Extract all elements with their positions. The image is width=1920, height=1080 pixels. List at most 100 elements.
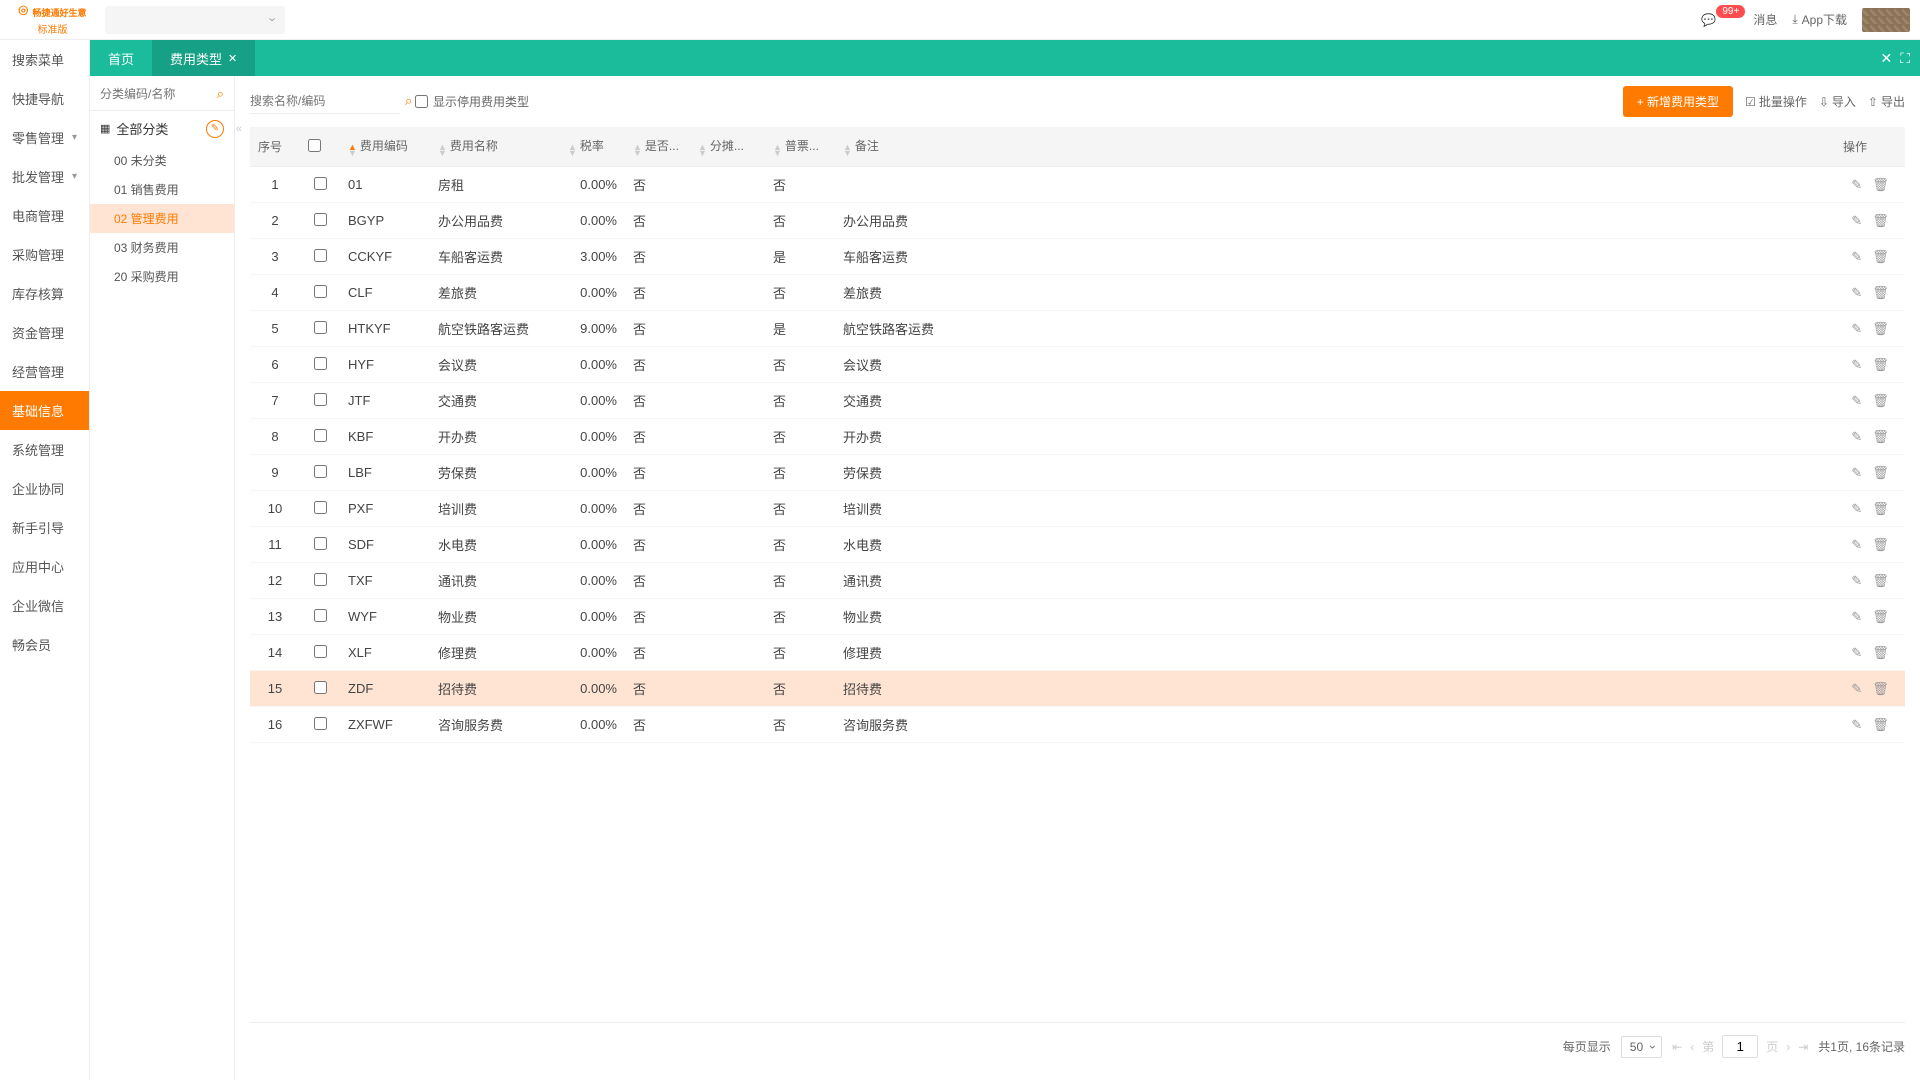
row-checkbox[interactable] bbox=[314, 645, 327, 658]
category-item[interactable]: 03 财务费用 bbox=[90, 233, 234, 262]
edit-icon[interactable]: ✎ bbox=[1851, 213, 1862, 229]
row-checkbox[interactable] bbox=[314, 357, 327, 370]
edit-icon[interactable]: ✎ bbox=[1851, 321, 1862, 337]
row-checkbox[interactable] bbox=[314, 537, 327, 550]
page-input[interactable] bbox=[1722, 1035, 1758, 1058]
fullscreen-icon[interactable]: ⛶ bbox=[1900, 50, 1910, 67]
row-checkbox[interactable] bbox=[314, 213, 327, 226]
table-row[interactable]: 14 XLF 修理费 0.00% 否 否 修理费 ✎🗑 bbox=[250, 635, 1905, 671]
edit-icon[interactable]: ✎ bbox=[1851, 573, 1862, 589]
row-checkbox[interactable] bbox=[314, 393, 327, 406]
row-checkbox[interactable] bbox=[314, 177, 327, 190]
sidebar-item[interactable]: 搜索菜单 bbox=[0, 40, 89, 79]
select-all-checkbox[interactable] bbox=[308, 139, 321, 152]
delete-icon[interactable]: 🗑 bbox=[1872, 537, 1889, 553]
delete-icon[interactable]: 🗑 bbox=[1872, 177, 1889, 193]
tab[interactable]: 首页 bbox=[90, 40, 152, 76]
row-checkbox[interactable] bbox=[314, 573, 327, 586]
delete-icon[interactable]: 🗑 bbox=[1872, 501, 1889, 517]
edit-category-icon[interactable]: ✎ bbox=[206, 120, 224, 138]
table-row[interactable]: 4 CLF 差旅费 0.00% 否 否 差旅费 ✎🗑 bbox=[250, 275, 1905, 311]
batch-button[interactable]: ☑批量操作 bbox=[1745, 93, 1807, 110]
table-row[interactable]: 8 KBF 开办费 0.00% 否 否 开办费 ✎🗑 bbox=[250, 419, 1905, 455]
sidebar-item[interactable]: 系统管理 bbox=[0, 430, 89, 469]
table-row[interactable]: 13 WYF 物业费 0.00% 否 否 物业费 ✎🗑 bbox=[250, 599, 1905, 635]
table-row[interactable]: 3 CCKYF 车船客运费 3.00% 否 是 车船客运费 ✎🗑 bbox=[250, 239, 1905, 275]
delete-icon[interactable]: 🗑 bbox=[1872, 213, 1889, 229]
search-icon[interactable]: ⌕ bbox=[405, 93, 412, 109]
col-check[interactable] bbox=[300, 127, 340, 167]
col-remark[interactable]: ▲▼备注 bbox=[835, 127, 1835, 167]
sidebar-item[interactable]: 企业微信 bbox=[0, 586, 89, 625]
edit-icon[interactable]: ✎ bbox=[1851, 429, 1862, 445]
edit-icon[interactable]: ✎ bbox=[1851, 177, 1862, 193]
page-size-select[interactable]: 50 bbox=[1621, 1036, 1662, 1058]
delete-icon[interactable]: 🗑 bbox=[1872, 681, 1889, 697]
category-search-input[interactable] bbox=[100, 87, 217, 101]
col-deduct[interactable]: ▲▼是否... bbox=[625, 127, 690, 167]
table-row[interactable]: 7 JTF 交通费 0.00% 否 否 交通费 ✎🗑 bbox=[250, 383, 1905, 419]
col-name[interactable]: ▲▼费用名称 bbox=[430, 127, 560, 167]
row-checkbox[interactable] bbox=[314, 681, 327, 694]
col-share[interactable]: ▲▼分摊... bbox=[690, 127, 765, 167]
messages-link[interactable]: 💬 99+ 消息 bbox=[1701, 11, 1777, 28]
table-row[interactable]: 2 BGYP 办公用品费 0.00% 否 否 办公用品费 ✎🗑 bbox=[250, 203, 1905, 239]
col-code[interactable]: ▲▼费用编码 bbox=[340, 127, 430, 167]
col-rate[interactable]: ▲▼税率 bbox=[560, 127, 625, 167]
sidebar-item[interactable]: 快捷导航 bbox=[0, 79, 89, 118]
show-disabled-checkbox[interactable]: 显示停用费用类型 bbox=[415, 93, 529, 110]
table-row[interactable]: 15 ZDF 招待费 0.00% 否 否 招待费 ✎🗑 bbox=[250, 671, 1905, 707]
table-row[interactable]: 16 ZXFWF 咨询服务费 0.00% 否 否 咨询服务费 ✎🗑 bbox=[250, 707, 1905, 743]
company-dropdown[interactable] bbox=[105, 6, 285, 34]
sidebar-item[interactable]: 库存核算 bbox=[0, 274, 89, 313]
delete-icon[interactable]: 🗑 bbox=[1872, 285, 1889, 301]
sidebar-item[interactable]: 应用中心 bbox=[0, 547, 89, 586]
sidebar-item[interactable]: 畅会员 bbox=[0, 625, 89, 664]
category-item[interactable]: 02 管理费用 bbox=[90, 204, 234, 233]
search-icon[interactable]: ⌕ bbox=[217, 86, 224, 102]
row-checkbox[interactable] bbox=[314, 429, 327, 442]
row-checkbox[interactable] bbox=[314, 501, 327, 514]
table-row[interactable]: 10 PXF 培训费 0.00% 否 否 培训费 ✎🗑 bbox=[250, 491, 1905, 527]
sidebar-item[interactable]: 电商管理 bbox=[0, 196, 89, 235]
first-page-icon[interactable]: ⇤ bbox=[1672, 1040, 1682, 1054]
edit-icon[interactable]: ✎ bbox=[1851, 357, 1862, 373]
edit-icon[interactable]: ✎ bbox=[1851, 465, 1862, 481]
table-row[interactable]: 5 HTKYF 航空铁路客运费 9.00% 否 是 航空铁路客运费 ✎🗑 bbox=[250, 311, 1905, 347]
prev-page-icon[interactable]: ‹ bbox=[1690, 1040, 1694, 1054]
collapse-icon[interactable]: « bbox=[236, 123, 242, 135]
sidebar-item[interactable]: 批发管理▾ bbox=[0, 157, 89, 196]
edit-icon[interactable]: ✎ bbox=[1851, 285, 1862, 301]
search-input[interactable] bbox=[250, 94, 405, 108]
category-item[interactable]: 01 销售费用 bbox=[90, 175, 234, 204]
last-page-icon[interactable]: ⇥ bbox=[1798, 1040, 1808, 1054]
show-disabled-input[interactable] bbox=[415, 95, 428, 108]
row-checkbox[interactable] bbox=[314, 609, 327, 622]
delete-icon[interactable]: 🗑 bbox=[1872, 465, 1889, 481]
table-row[interactable]: 9 LBF 劳保费 0.00% 否 否 劳保费 ✎🗑 bbox=[250, 455, 1905, 491]
row-checkbox[interactable] bbox=[314, 465, 327, 478]
delete-icon[interactable]: 🗑 bbox=[1872, 609, 1889, 625]
delete-icon[interactable]: 🗑 bbox=[1872, 357, 1889, 373]
next-page-icon[interactable]: › bbox=[1786, 1040, 1790, 1054]
category-item[interactable]: 00 未分类 bbox=[90, 146, 234, 175]
edit-icon[interactable]: ✎ bbox=[1851, 645, 1862, 661]
edit-icon[interactable]: ✎ bbox=[1851, 249, 1862, 265]
edit-icon[interactable]: ✎ bbox=[1851, 609, 1862, 625]
table-row[interactable]: 6 HYF 会议费 0.00% 否 否 会议费 ✎🗑 bbox=[250, 347, 1905, 383]
edit-icon[interactable]: ✎ bbox=[1851, 393, 1862, 409]
delete-icon[interactable]: 🗑 bbox=[1872, 321, 1889, 337]
table-row[interactable]: 1 01 房租 0.00% 否 否 ✎🗑 bbox=[250, 167, 1905, 203]
sidebar-item[interactable]: 采购管理 bbox=[0, 235, 89, 274]
sidebar-item[interactable]: 资金管理 bbox=[0, 313, 89, 352]
row-checkbox[interactable] bbox=[314, 321, 327, 334]
row-checkbox[interactable] bbox=[314, 249, 327, 262]
close-all-icon[interactable]: ✕ bbox=[1880, 50, 1892, 67]
sidebar-item[interactable]: 基础信息 bbox=[0, 391, 89, 430]
edit-icon[interactable]: ✎ bbox=[1851, 681, 1862, 697]
category-header[interactable]: ▦ 全部分类 ✎ « bbox=[90, 111, 234, 146]
col-seq[interactable]: 序号 bbox=[250, 127, 300, 167]
edit-icon[interactable]: ✎ bbox=[1851, 717, 1862, 733]
table-row[interactable]: 12 TXF 通讯费 0.00% 否 否 通讯费 ✎🗑 bbox=[250, 563, 1905, 599]
delete-icon[interactable]: 🗑 bbox=[1872, 429, 1889, 445]
